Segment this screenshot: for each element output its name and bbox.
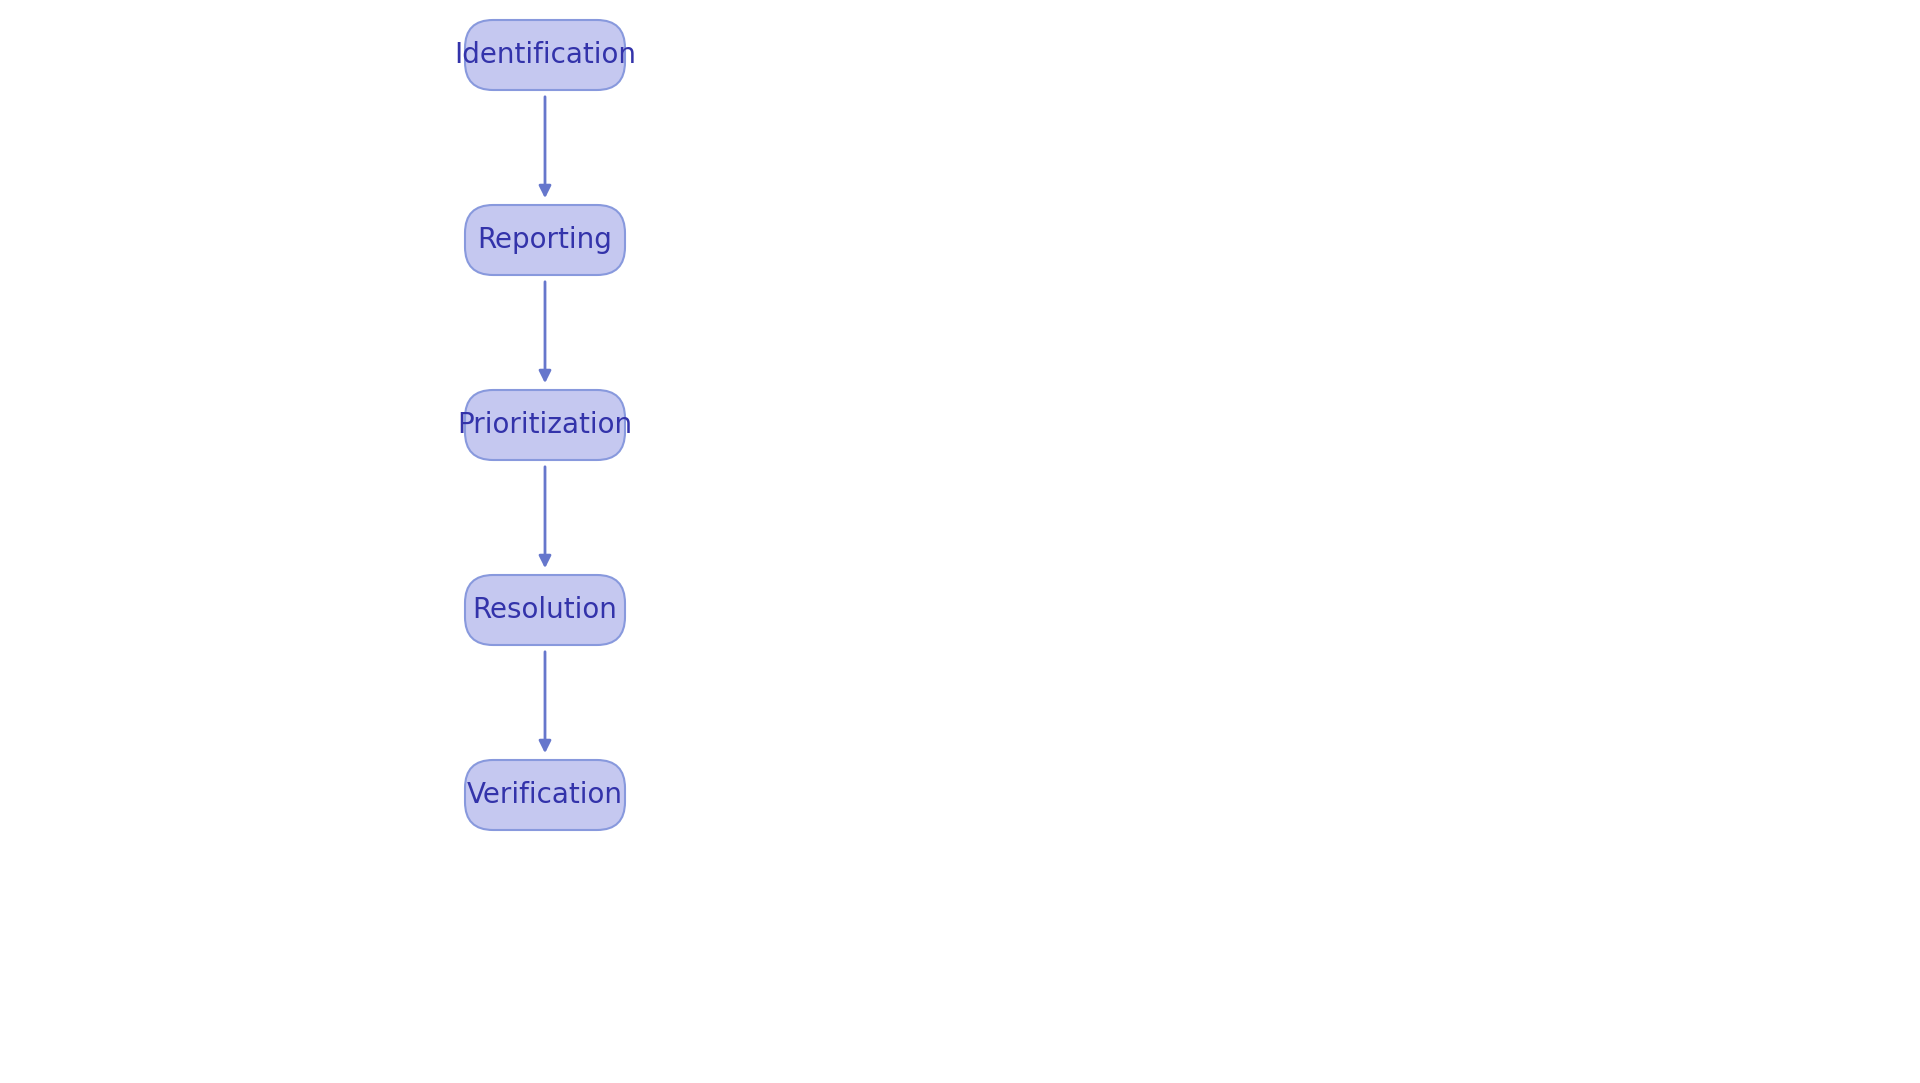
FancyBboxPatch shape <box>465 19 626 90</box>
FancyBboxPatch shape <box>465 575 626 645</box>
Text: Verification: Verification <box>467 781 622 809</box>
Text: Prioritization: Prioritization <box>457 412 632 439</box>
FancyBboxPatch shape <box>465 205 626 275</box>
Text: Identification: Identification <box>453 41 636 69</box>
Text: Reporting: Reporting <box>478 226 612 255</box>
FancyBboxPatch shape <box>465 760 626 830</box>
Text: Resolution: Resolution <box>472 596 618 624</box>
FancyBboxPatch shape <box>465 390 626 460</box>
